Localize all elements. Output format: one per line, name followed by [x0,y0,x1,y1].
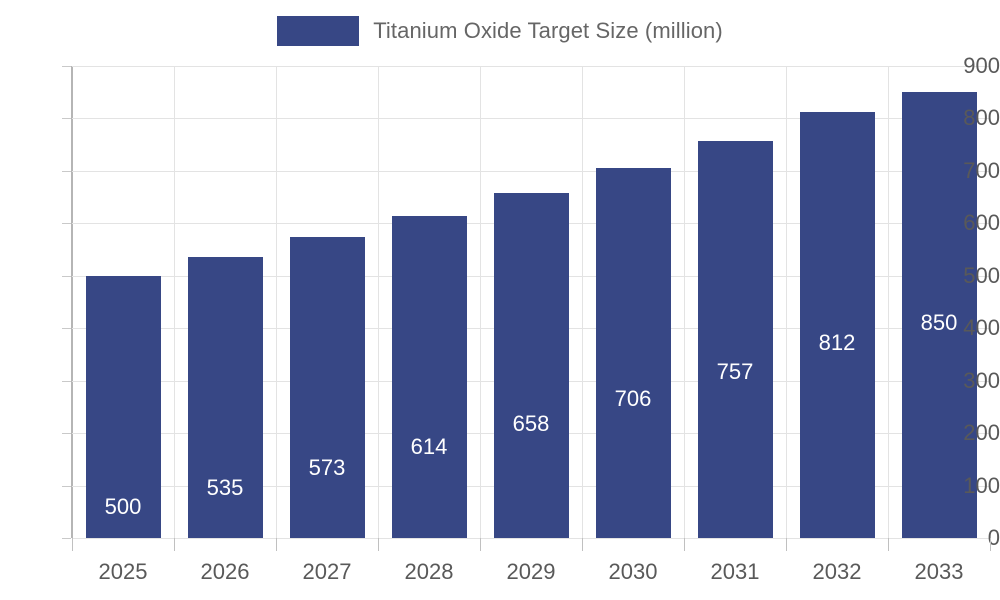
y-tick-mark [62,486,71,487]
vertical-gridline [276,66,277,538]
y-tick-mark [62,171,71,172]
chart-legend: Titanium Oxide Target Size (million) [0,0,1000,62]
y-tick-label-700: 700 [963,158,1000,183]
y-tick-mark [62,328,71,329]
vertical-gridline [786,66,787,538]
bar-2029[interactable] [494,193,569,538]
y-tick-mark [62,538,71,539]
y-tick-label-0: 0 [987,525,1000,550]
y-tick-label-800: 800 [963,105,1000,130]
x-tick-mark [378,538,379,551]
y-tick-label-900: 900 [963,53,1000,78]
horizontal-gridline [72,171,990,172]
plot-area: 500 535 573 614 658 706 757 812 850 [72,66,990,539]
bar-2033[interactable] [902,92,977,538]
vertical-gridline [480,66,481,538]
y-tick-mark [62,223,71,224]
x-tick-label-2025: 2025 [98,559,148,584]
vertical-gridline [378,66,379,538]
vertical-gridline [888,66,889,538]
bar-2032[interactable] [800,112,875,538]
vertical-gridline [684,66,685,538]
x-tick-mark [786,538,787,551]
x-tick-label-2033: 2033 [914,559,964,584]
x-tick-mark [174,538,175,551]
horizontal-gridline [72,538,990,539]
bar-2031[interactable] [698,141,773,538]
x-tick-label-2032: 2032 [812,559,862,584]
y-tick-label-300: 300 [963,368,1000,393]
vertical-gridline [582,66,583,538]
bar-2028[interactable] [392,216,467,538]
legend-series-label: Titanium Oxide Target Size (million) [373,18,723,43]
x-tick-label-2030: 2030 [608,559,658,584]
x-tick-mark [684,538,685,551]
y-tick-label-200: 200 [963,420,1000,445]
y-tick-mark [62,381,71,382]
x-tick-mark [72,538,73,551]
x-tick-mark [276,538,277,551]
bar-2026[interactable] [188,257,263,538]
y-tick-mark [62,433,71,434]
legend-color-swatch [277,16,360,46]
bar-2027[interactable] [290,237,365,538]
y-tick-label-400: 400 [963,315,1000,340]
x-tick-label-2031: 2031 [710,559,760,584]
bar-2025[interactable] [86,276,161,538]
x-tick-mark [582,538,583,551]
x-tick-label-2029: 2029 [506,559,556,584]
x-tick-label-2028: 2028 [404,559,454,584]
horizontal-gridline [72,66,990,67]
y-tick-mark [62,276,71,277]
x-tick-mark [888,538,889,551]
vertical-gridline [174,66,175,538]
x-tick-label-2027: 2027 [302,559,352,584]
y-tick-mark [62,66,71,67]
x-tick-label-2026: 2026 [200,559,250,584]
bar-2030[interactable] [596,168,671,538]
y-tick-label-100: 100 [963,473,1000,498]
horizontal-gridline [72,118,990,119]
y-axis-line [71,66,73,538]
y-tick-label-500: 500 [963,263,1000,288]
y-tick-label-600: 600 [963,210,1000,235]
x-tick-mark [990,538,991,551]
x-tick-mark [480,538,481,551]
y-tick-mark [62,118,71,119]
